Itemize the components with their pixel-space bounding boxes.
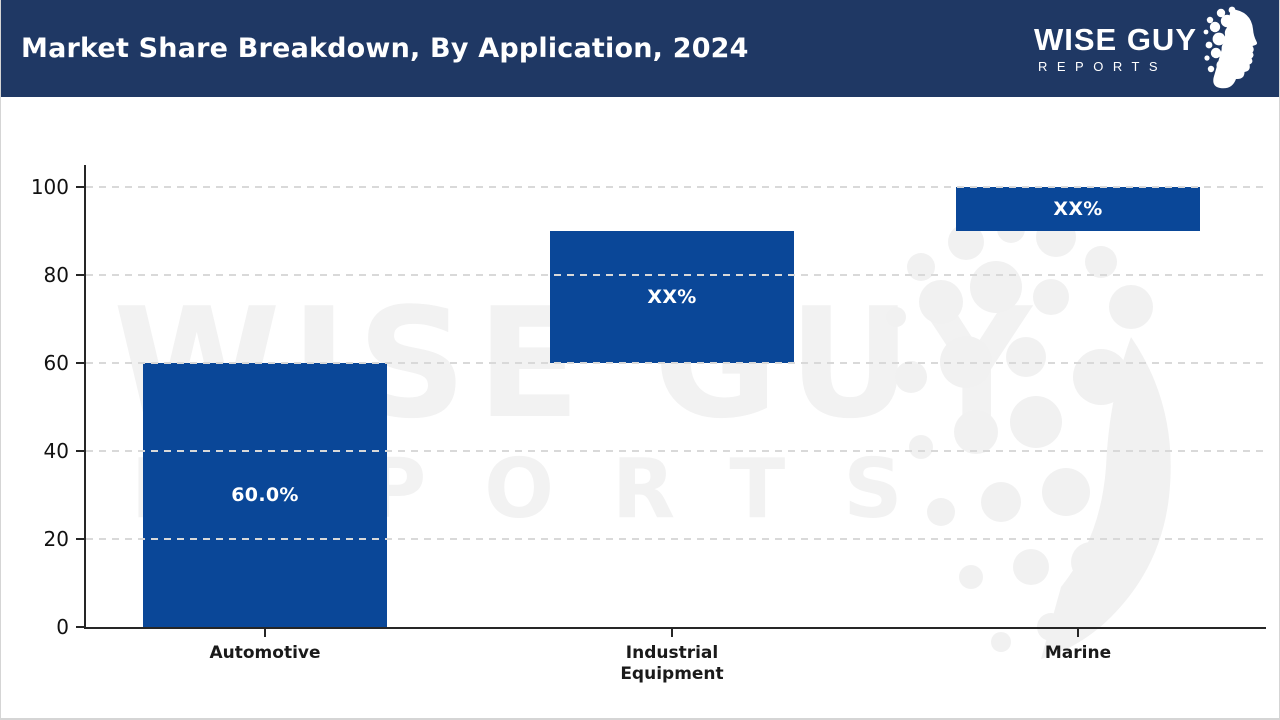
y-tick-label: 0 (56, 615, 69, 639)
bar-value-label: XX% (1053, 198, 1103, 220)
logo-head-icon (1203, 6, 1258, 88)
gridline-y60 (86, 362, 1266, 364)
x-category-label: Marine (1044, 643, 1112, 663)
y-tick-mark (76, 186, 84, 188)
y-tick-mark (76, 538, 84, 540)
x-tick-mark (264, 629, 266, 637)
logo-wordmark: WISE GUY (1033, 22, 1197, 57)
wiseguy-logo: WISE GUY REPORTS (1034, 5, 1263, 93)
y-tick-mark (76, 274, 84, 276)
y-tick-mark (76, 362, 84, 364)
y-tick-label: 80 (43, 263, 69, 287)
page-title: Market Share Breakdown, By Application, … (21, 33, 749, 64)
x-tick-mark (671, 629, 673, 637)
chart-plot-area: WISE GUY REPORTS 02040608010060.0%XX%XX%… (1, 97, 1279, 718)
header: Market Share Breakdown, By Application, … (1, 0, 1279, 97)
bar-industrial-equipment: XX% (550, 231, 794, 363)
y-tick-mark (76, 450, 84, 452)
gridline-y100 (86, 186, 1266, 188)
bar-marine: XX% (956, 187, 1200, 231)
x-category-label: Automotive (209, 643, 321, 663)
y-tick-label: 100 (30, 175, 69, 199)
x-category-label: Industrial Equipment (620, 643, 724, 685)
x-axis-line (84, 627, 1266, 629)
bar-value-label: XX% (647, 286, 697, 308)
gridline-y40 (86, 450, 1266, 452)
gridline-y80 (86, 274, 1266, 276)
y-tick-mark (76, 626, 84, 628)
bar-value-label: 60.0% (231, 484, 299, 506)
logo-subtitle: REPORTS (1037, 59, 1168, 74)
wiseguy-logo-text: WISE GUY REPORTS (1034, 24, 1197, 73)
y-tick-label: 40 (43, 439, 69, 463)
gridline-y20 (86, 538, 1266, 540)
watermark-head-dots-icon (886, 215, 1171, 659)
y-tick-label: 60 (43, 351, 69, 375)
y-axis-line (84, 165, 86, 629)
y-tick-label: 20 (43, 527, 69, 551)
x-tick-mark (1077, 629, 1079, 637)
bar-automotive: 60.0% (143, 363, 387, 627)
